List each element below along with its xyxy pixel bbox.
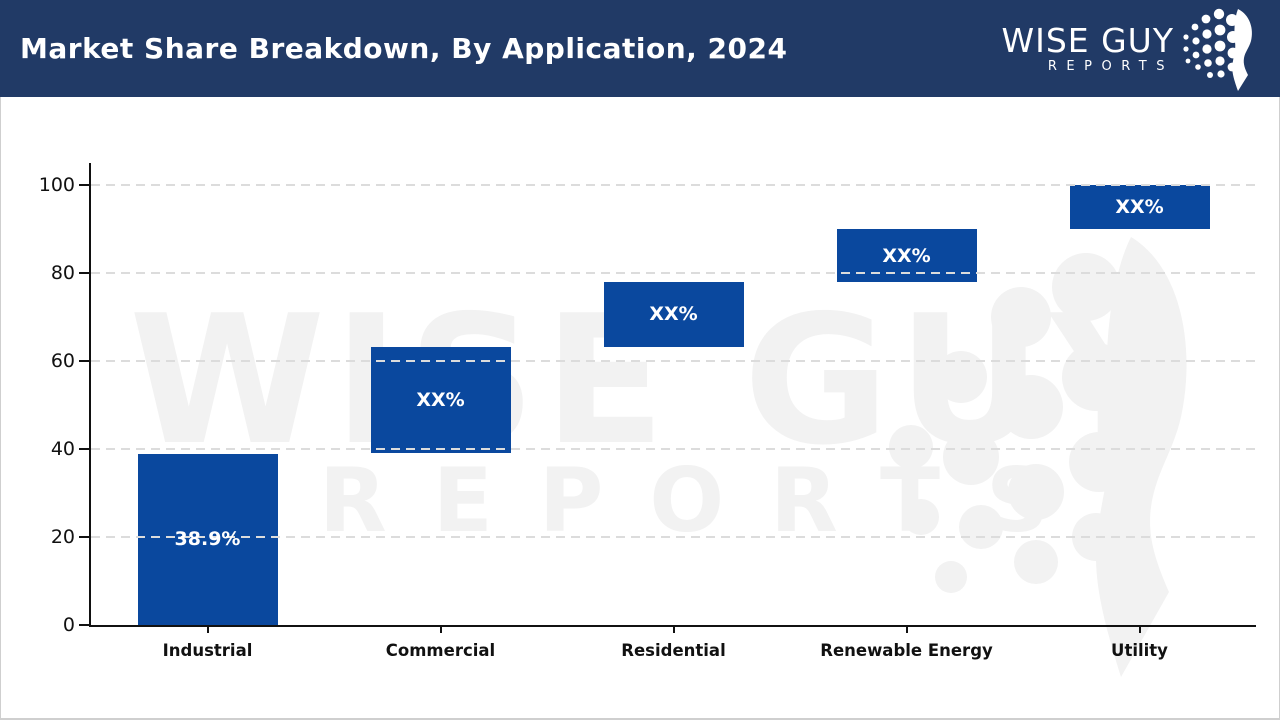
y-tick-mark [79,184,89,186]
x-category-label: Residential [621,641,726,660]
y-tick-mark [79,448,89,450]
x-category-label: Utility [1111,641,1168,660]
x-tick-mark [1138,625,1141,633]
watermark-head-dots-icon [889,237,1187,677]
bar-industrial [137,453,278,625]
y-tick-label: 0 [62,614,75,636]
y-tick-label: 20 [50,526,75,548]
bar-value-label: XX% [416,388,465,411]
y-tick-mark [79,624,89,626]
page-title: Market Share Breakdown, By Application, … [20,32,788,65]
bar-value-label: XX% [649,303,698,326]
x-category-label: Industrial [162,641,253,660]
x-category-label: Commercial [385,641,496,660]
y-tick-mark [79,536,89,538]
bar-commercial [370,346,511,453]
header: Market Share Breakdown, By Application, … [0,0,1280,97]
gridline-80 [91,272,1256,274]
bar-value-label: 38.9% [174,528,241,551]
logo-reports-text: REPORTS [1047,59,1174,74]
x-tick-mark [905,625,908,633]
x-tick-mark [439,625,442,633]
logo-head-dots-icon [1183,8,1252,91]
bar-value-label: XX% [1115,195,1164,218]
bar-residential [603,281,744,347]
x-category-label: Renewable Energy [820,641,993,660]
plot-area: 0 20 40 60 80 100 38.9% Industrial XX% Commercial… [39,163,1256,660]
y-tick-label: 40 [50,438,75,460]
x-tick-mark [672,625,675,633]
x-tick-mark [206,625,209,633]
y-tick-label: 80 [50,262,75,284]
chart-area: WISE GUY REPORTS 0 20 40 60 80 100 38.9% Indust… [0,97,1280,720]
y-tick-label: 60 [50,350,75,372]
y-tick-label: 100 [38,174,75,196]
bar-value-label: XX% [882,244,931,267]
bar-utility [1069,185,1210,229]
y-tick-mark [79,272,89,274]
y-tick-mark [79,360,89,362]
gridline-40 [91,448,1256,450]
gridline-60 [91,360,1256,362]
logo-name-text: WISE GUY [1001,21,1174,60]
logo-wordmark: WISE GUY REPORTS [1001,24,1174,73]
gridline-20 [91,536,1256,538]
gridline-100 [91,184,1256,186]
wise-guy-logo: WISE GUY REPORTS [1001,7,1254,91]
